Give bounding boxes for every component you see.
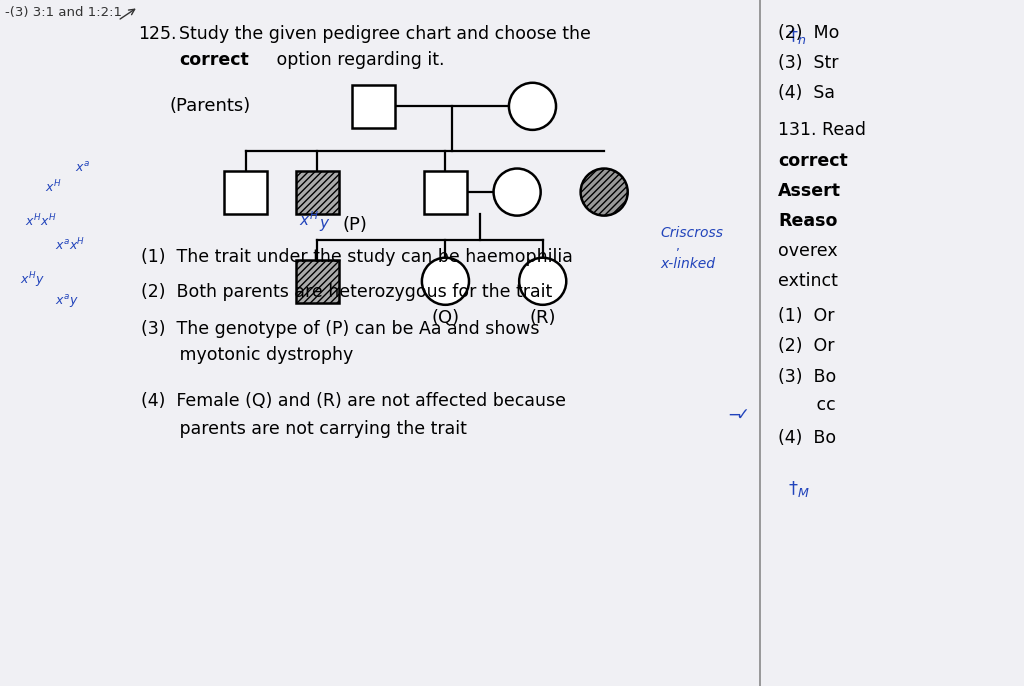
Text: (2)  Both parents are heterozygous for the trait: (2) Both parents are heterozygous for th… (141, 283, 553, 300)
Text: (4)  Sa: (4) Sa (778, 84, 836, 102)
Text: ,: , (676, 240, 680, 253)
Text: $x^H$: $x^H$ (45, 178, 61, 195)
Text: parents are not carrying the trait: parents are not carrying the trait (141, 420, 467, 438)
Text: $x^H x^H$: $x^H x^H$ (25, 213, 56, 229)
Text: (P): (P) (343, 215, 368, 234)
Text: option regarding it.: option regarding it. (271, 51, 444, 69)
Bar (424, 171, 467, 213)
Bar (352, 85, 395, 128)
Text: (3)  Str: (3) Str (778, 54, 839, 72)
Text: (R): (R) (529, 309, 556, 327)
Text: Assert: Assert (778, 182, 842, 200)
Text: (2)  Or: (2) Or (778, 338, 835, 355)
Text: $y$: $y$ (319, 217, 331, 233)
Text: $\dagger_M$: $\dagger_M$ (788, 479, 810, 499)
Text: $x^a x^H$: $x^a x^H$ (55, 237, 85, 253)
Circle shape (422, 258, 469, 305)
Text: cc: cc (778, 396, 836, 414)
Text: (1)  The trait under the study can be haemophilia: (1) The trait under the study can be hae… (141, 248, 573, 266)
Text: correct: correct (179, 51, 249, 69)
Text: $x^a y$: $x^a y$ (55, 294, 79, 310)
Bar (224, 171, 267, 213)
Text: x-linked: x-linked (660, 257, 716, 270)
Text: extinct: extinct (778, 272, 838, 290)
Circle shape (519, 258, 566, 305)
Text: 131. Read: 131. Read (778, 121, 866, 139)
Bar (296, 260, 339, 303)
Text: $\dagger_n$: $\dagger_n$ (788, 26, 807, 46)
Text: (3)  The genotype of (P) can be Aa and shows: (3) The genotype of (P) can be Aa and sh… (141, 320, 540, 338)
Text: myotonic dystrophy: myotonic dystrophy (141, 346, 353, 364)
Circle shape (581, 169, 628, 215)
Circle shape (494, 169, 541, 215)
Text: $-\!\!\checkmark$: $-\!\!\checkmark$ (727, 405, 749, 423)
Text: $x^a$: $x^a$ (75, 161, 90, 174)
Text: Criscross: Criscross (660, 226, 724, 239)
Text: Study the given pedigree chart and choose the: Study the given pedigree chart and choos… (179, 25, 591, 43)
Text: (3)  Bo: (3) Bo (778, 368, 837, 386)
Text: overex: overex (778, 242, 838, 260)
Text: Reaso: Reaso (778, 212, 838, 230)
Text: (Parents): (Parents) (170, 97, 251, 115)
Text: $x^H y$: $x^H y$ (20, 271, 45, 290)
Text: (4)  Female (Q) and (R) are not affected because: (4) Female (Q) and (R) are not affected … (141, 392, 566, 410)
Text: (Q): (Q) (431, 309, 460, 327)
Text: (4)  Bo: (4) Bo (778, 429, 837, 447)
Text: correct: correct (778, 152, 848, 169)
Text: (1)  Or: (1) Or (778, 307, 835, 324)
Circle shape (509, 83, 556, 130)
Text: 125.: 125. (138, 25, 177, 43)
Text: -(3) 3:1 and 1:2:1: -(3) 3:1 and 1:2:1 (5, 6, 122, 19)
Bar (296, 171, 339, 213)
Text: $x^H_{\,}$: $x^H_{\,}$ (299, 210, 319, 224)
Text: (2)  Mo: (2) Mo (778, 24, 840, 42)
